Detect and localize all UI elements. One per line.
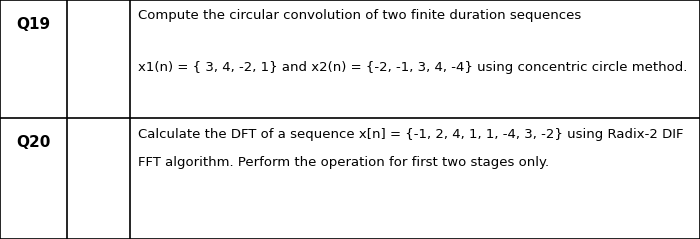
Text: FFT algorithm. Perform the operation for first two stages only.: FFT algorithm. Perform the operation for… — [138, 156, 549, 169]
Text: Calculate the DFT of a sequence x[n] = {-1, 2, 4, 1, 1, -4, 3, -2} using Radix-2: Calculate the DFT of a sequence x[n] = {… — [138, 128, 683, 141]
Text: x1(n) = { 3, 4, -2, 1} and x2(n) = {-2, -1, 3, 4, -4} using concentric circle me: x1(n) = { 3, 4, -2, 1} and x2(n) = {-2, … — [138, 61, 687, 74]
Text: Q20: Q20 — [16, 135, 50, 150]
Text: Q19: Q19 — [16, 16, 50, 32]
Text: Compute the circular convolution of two finite duration sequences: Compute the circular convolution of two … — [138, 10, 581, 22]
